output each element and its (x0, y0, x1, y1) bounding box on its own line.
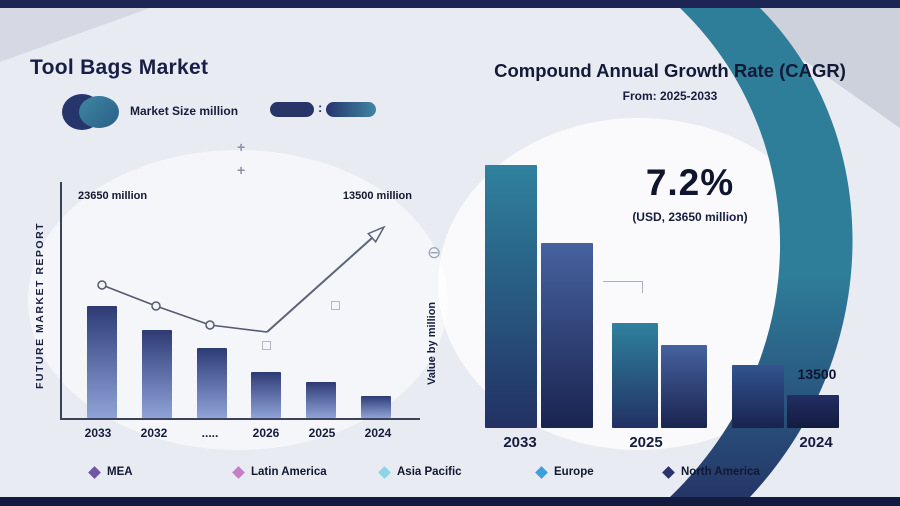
bar-2033 (87, 306, 117, 418)
corner-decoration-top-left (0, 8, 150, 62)
bar-2033-a (485, 165, 537, 428)
x-label-2033: 2033 (503, 434, 537, 451)
legend-pill-gradient-icon (326, 102, 376, 117)
legend-pill-separator: : (318, 100, 323, 115)
bottom-border (0, 497, 900, 506)
legend-label: Asia Pacific (397, 466, 462, 478)
watermark-vertical-text: FUTURE MARKET REPORT (34, 221, 46, 389)
bar-2024 (360, 396, 391, 418)
market-size-chart: 23650 million 13500 million (60, 182, 420, 420)
x-label-2032: 2032 (140, 426, 168, 440)
x-label-2033: 2033 (84, 426, 112, 440)
diamond-icon (535, 465, 548, 479)
x-axis-labels: 2033 2032 ..... 2026 2025 2024 (60, 426, 420, 440)
x-label-2025: 2025 (629, 434, 663, 451)
legend-item-mea: MEA (88, 465, 133, 479)
bar-2033-b (541, 243, 593, 428)
legend-item-latin-america: Latin America (232, 465, 327, 479)
swoosh-band (670, 8, 853, 497)
market-size-legend-label: Market Size million (130, 104, 239, 118)
bar-series (62, 306, 420, 418)
bar-2024-b (787, 395, 839, 428)
bracket-decoration (603, 281, 643, 293)
circled-minus-icon: ⊖ (427, 243, 442, 262)
legend-item-europe: Europe (535, 465, 594, 479)
square-decoration (262, 341, 271, 350)
x-label-2024: 2024 (799, 434, 833, 451)
diamond-icon (88, 465, 101, 479)
chart-end-value-label: 13500 million (342, 190, 412, 202)
legend-item-north-america: North America (662, 465, 760, 479)
diamond-icon (378, 465, 391, 479)
legend-item-asia-pacific: Asia Pacific (378, 465, 462, 479)
bar-ellipsis (196, 348, 227, 418)
square-decoration (331, 301, 340, 310)
x-label-2025: 2025 (308, 426, 336, 440)
legend-label: Europe (554, 466, 594, 478)
legend-pill-icon (270, 102, 314, 117)
bar-2025-a (612, 323, 658, 428)
cagr-note: (USD, 23650 million) (632, 210, 748, 224)
cagr-subtitle: From: 2025-2033 (622, 89, 718, 103)
market-size-legend: Market Size million : (62, 94, 382, 134)
bar-2025 (306, 382, 337, 418)
diamond-icon (662, 465, 675, 479)
chart-start-value-label: 23650 million (78, 190, 148, 202)
bar-2026 (251, 372, 282, 418)
market-size-disc-icon (62, 94, 120, 130)
plus-icon: + (237, 162, 246, 178)
value-axis-label: Value by million (426, 301, 438, 385)
x-label-2024: 2024 (364, 426, 392, 440)
cagr-title: Compound Annual Growth Rate (CAGR) (494, 60, 846, 81)
arrowhead-icon (367, 225, 386, 244)
page-title: Tool Bags Market (30, 56, 209, 79)
x-label-ellipsis: ..... (201, 426, 219, 440)
legend-label: Latin America (251, 466, 327, 478)
cagr-chart: 13500 2033 2025 2024 (460, 160, 860, 451)
legend-label: North America (681, 466, 760, 478)
trend-line-arrow (97, 225, 386, 333)
plus-icon: + (237, 139, 246, 155)
top-border (0, 0, 900, 8)
value-annotation: 13500 (797, 366, 837, 382)
cagr-value: 7.2% (645, 162, 735, 203)
x-label-2026: 2026 (252, 426, 280, 440)
bar-2025-b (661, 345, 707, 428)
bar-2032 (141, 330, 172, 418)
bar-2024-a (732, 365, 784, 428)
teal-swoosh-decoration (670, 8, 900, 497)
legend-label: MEA (107, 466, 133, 478)
diamond-icon (232, 465, 245, 479)
